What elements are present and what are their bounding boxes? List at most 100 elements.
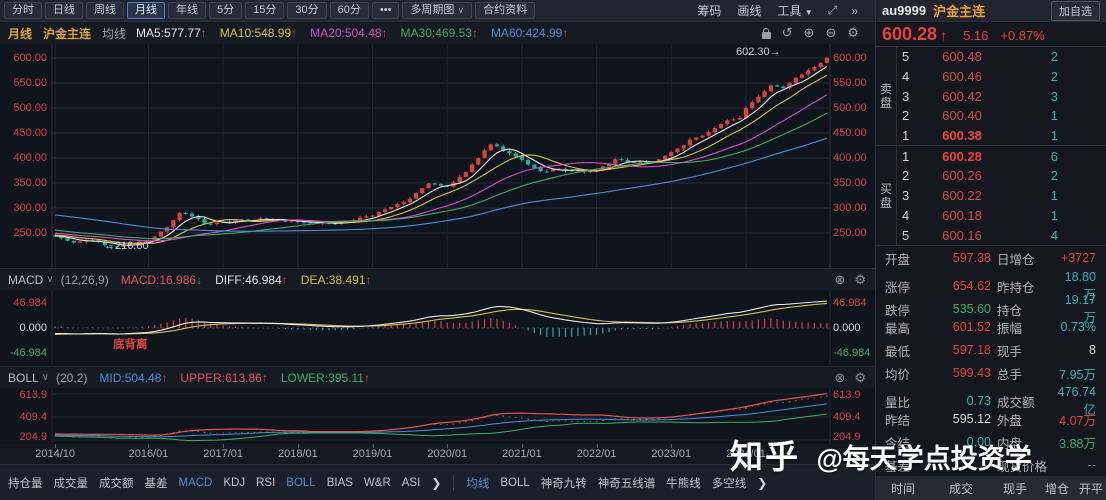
indicator-tab[interactable]: W&R [363, 476, 391, 489]
chart-control-icons: ↺ ⊕ ⊖ ⚙ [761, 25, 875, 41]
collapse-panel-icon[interactable]: » [851, 3, 858, 18]
boll-chart[interactable] [0, 388, 875, 444]
orderbook-row[interactable]: 2 600.26 2 [898, 166, 1106, 186]
lock-icon[interactable] [761, 27, 771, 39]
more-indicators-arrow[interactable]: ❯ [431, 475, 442, 490]
overlay-tab[interactable]: 神奇五线谱 [597, 477, 656, 490]
ob-price: 600.42 [942, 88, 982, 104]
macd-chart[interactable] [0, 290, 875, 366]
stat-label: 持仓 [997, 303, 1023, 318]
period-tab[interactable]: 30分 [287, 2, 327, 19]
x-axis-label: 2022/01 [576, 448, 617, 460]
orderbook-row[interactable]: 5 600.48 2 [898, 47, 1106, 67]
ob-price: 600.28 [942, 148, 982, 164]
indicator-tab[interactable]: KDJ [223, 476, 246, 489]
period-tab[interactable]: 日线 [45, 2, 83, 19]
orderbook-row[interactable]: 3 600.42 3 [898, 86, 1106, 106]
stat-label: 现手 [997, 344, 1023, 359]
stat-value: 654.62 [952, 279, 991, 294]
undo-icon[interactable]: ↺ [781, 25, 793, 40]
stat-label: 昨持仓 [997, 280, 1035, 295]
low-annotation: ←216.80 [104, 240, 149, 252]
stat-label: 内盘 [997, 436, 1023, 451]
ma-item-text: MA10:548.99 [219, 26, 292, 40]
ob-price: 600.18 [942, 207, 982, 223]
indicator-value-text: DEA:38.491 [300, 272, 366, 287]
orderbook-row[interactable]: 2 600.40 1 [898, 106, 1106, 126]
zoom-out-icon[interactable]: ⊖ [825, 25, 837, 40]
close-icon[interactable]: ⊗ [834, 369, 846, 385]
zoom-in-icon[interactable]: ⊕ [803, 25, 815, 40]
add-watchlist-button[interactable]: 加自选 [1051, 0, 1100, 21]
overlay-tab[interactable]: BOLL [500, 476, 530, 489]
trend-arrow-icon: ↑ [365, 272, 372, 287]
indicator-tab[interactable]: BIAS [326, 476, 353, 489]
tape-column-header: 成交 [948, 481, 973, 496]
ob-qty: 1 [1050, 188, 1058, 204]
gear-icon[interactable]: ⚙ [854, 271, 866, 287]
price-row: 600.28 ↑ 5.16 +0.87% [876, 22, 1106, 46]
ob-level: 1 [902, 148, 910, 164]
orderbook-row[interactable]: 5 600.16 4 [898, 225, 1106, 245]
main-candlestick-chart[interactable] [0, 44, 875, 268]
expand-icon[interactable]: ⤢ [827, 3, 838, 17]
symbol-name: 沪金主连 [933, 4, 986, 19]
ob-price: 600.26 [942, 168, 982, 184]
indicator-tab[interactable]: 成交量 [53, 477, 89, 490]
boll-pane-title[interactable]: BOLL [8, 370, 39, 385]
period-tab[interactable]: 60分 [329, 2, 369, 19]
orderbook-row[interactable]: 4 600.46 2 [898, 67, 1106, 87]
ob-qty: 2 [1050, 49, 1058, 65]
indicator-tab[interactable]: BOLL [286, 476, 316, 489]
period-tab[interactable]: 5分 [209, 2, 243, 19]
gear-icon[interactable]: ⚙ [854, 369, 866, 385]
up-arrow-icon: ↑ [200, 26, 207, 40]
multi-period-button[interactable]: 多周期图 ∨ [402, 2, 473, 19]
more-periods-button[interactable]: ••• [371, 2, 400, 19]
chips-button[interactable]: 筹码 [697, 4, 722, 18]
contract-info-button[interactable]: 合约资料 [475, 2, 536, 19]
overlay-tab[interactable]: 牛熊线 [666, 477, 701, 490]
stat-row: 跌停 535.60 持仓 19.17万 [885, 293, 1098, 325]
tools-button[interactable]: 工具 ▼ [777, 4, 813, 18]
indicator-tab[interactable]: RSI [256, 476, 276, 489]
ob-level: 2 [902, 168, 910, 184]
overlay-tab[interactable]: 神奇九转 [540, 477, 587, 490]
close-icon[interactable]: ⊗ [834, 271, 846, 287]
indicator-tab[interactable]: 持仓量 [8, 477, 43, 490]
stat-value: -- [982, 458, 991, 473]
indicator-tab[interactable]: MACD [178, 476, 213, 489]
orderbook-row[interactable]: 3 600.22 1 [898, 186, 1106, 206]
indicator-value-text: DIFF:46.984 [215, 272, 282, 287]
stat-value: 599.43 [952, 366, 991, 381]
ob-price: 600.38 [942, 128, 982, 144]
y-axis-label: 450.00 [833, 127, 867, 139]
period-tab[interactable]: 月线 [127, 2, 165, 19]
overlay-tab[interactable]: 均线 [466, 477, 490, 490]
period-tab[interactable]: 年线 [168, 2, 206, 19]
orderbook-row[interactable]: 1 600.38 1 [898, 126, 1106, 146]
stat-row: 量比 0.73 成交额 476.74亿 [885, 385, 1098, 417]
stat-value: 597.18 [952, 343, 991, 358]
y-axis-label: 450.00 [13, 127, 47, 139]
more-overlays-arrow[interactable]: ❯ [757, 475, 768, 490]
y-axis-label: 600.00 [13, 52, 47, 64]
macd-pane-title[interactable]: MACD [8, 272, 44, 287]
period-tab[interactable]: 15分 [245, 2, 285, 19]
period-tab[interactable]: 周线 [86, 2, 124, 19]
indicator-value: UPPER:613.86↑ [180, 371, 267, 385]
tape-column-header: 增仓 [1044, 481, 1069, 496]
draw-button[interactable]: 画线 [737, 4, 762, 18]
orderbook-row[interactable]: 4 600.18 1 [898, 206, 1106, 226]
settings-gear-icon[interactable]: ⚙ [847, 25, 859, 40]
y-axis-label: 300.00 [833, 202, 867, 214]
indicator-tab[interactable]: 基差 [144, 477, 168, 490]
indicator-tab[interactable]: ASI [401, 476, 421, 489]
period-tab[interactable]: 分时 [4, 2, 42, 19]
indicator-tab[interactable]: 成交额 [99, 477, 134, 490]
orderbook-row[interactable]: 1 600.28 6 [898, 146, 1106, 166]
axis-tick [521, 444, 523, 448]
overlay-tab[interactable]: 多空线 [711, 477, 747, 490]
ob-level: 4 [902, 207, 910, 223]
stat-value: 597.38 [952, 251, 991, 266]
